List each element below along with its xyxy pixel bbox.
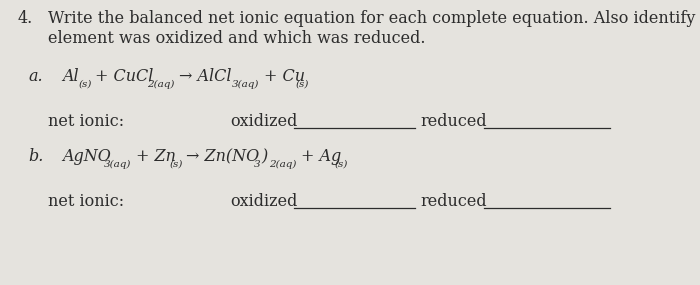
Text: (s): (s) <box>79 80 92 89</box>
Text: Al: Al <box>62 68 78 85</box>
Text: reduced: reduced <box>420 113 486 130</box>
Text: oxidized: oxidized <box>230 193 298 210</box>
Text: a.: a. <box>28 68 43 85</box>
Text: ): ) <box>261 148 267 165</box>
Text: (s): (s) <box>335 160 349 169</box>
Text: 3(aq): 3(aq) <box>104 160 132 169</box>
Text: AgNO: AgNO <box>62 148 111 165</box>
Text: (s): (s) <box>296 80 309 89</box>
Text: net ionic:: net ionic: <box>48 193 124 210</box>
Text: + CuCl: + CuCl <box>95 68 153 85</box>
Text: reduced: reduced <box>420 193 486 210</box>
Text: (s): (s) <box>170 160 183 169</box>
Text: + Zn: + Zn <box>136 148 176 165</box>
Text: 2(aq): 2(aq) <box>269 160 296 169</box>
Text: oxidized: oxidized <box>230 113 298 130</box>
Text: element was oxidized and which was reduced.: element was oxidized and which was reduc… <box>48 30 426 47</box>
Text: 3: 3 <box>254 160 260 169</box>
Text: 2(aq): 2(aq) <box>147 80 174 89</box>
Text: b.: b. <box>28 148 43 165</box>
Text: Write the balanced net ionic equation for each complete equation. Also identify : Write the balanced net ionic equation fo… <box>48 10 700 27</box>
Text: → AlCl: → AlCl <box>179 68 232 85</box>
Text: + Cu: + Cu <box>264 68 305 85</box>
Text: 3(aq): 3(aq) <box>232 80 260 89</box>
Text: → Zn(NO: → Zn(NO <box>186 148 259 165</box>
Text: + Ag: + Ag <box>301 148 342 165</box>
Text: net ionic:: net ionic: <box>48 113 124 130</box>
Text: 4.: 4. <box>18 10 34 27</box>
